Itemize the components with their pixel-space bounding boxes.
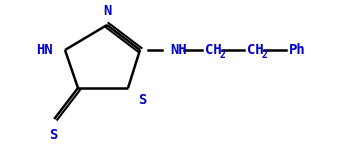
Text: S: S [138, 93, 146, 107]
Text: CH: CH [205, 43, 222, 57]
Text: CH: CH [247, 43, 264, 57]
Text: HN: HN [36, 43, 53, 57]
Text: 2: 2 [220, 50, 226, 60]
Text: N: N [103, 4, 111, 18]
Text: S: S [49, 128, 57, 142]
Text: 2: 2 [262, 50, 268, 60]
Text: Ph: Ph [289, 43, 306, 57]
Text: NH: NH [170, 43, 187, 57]
